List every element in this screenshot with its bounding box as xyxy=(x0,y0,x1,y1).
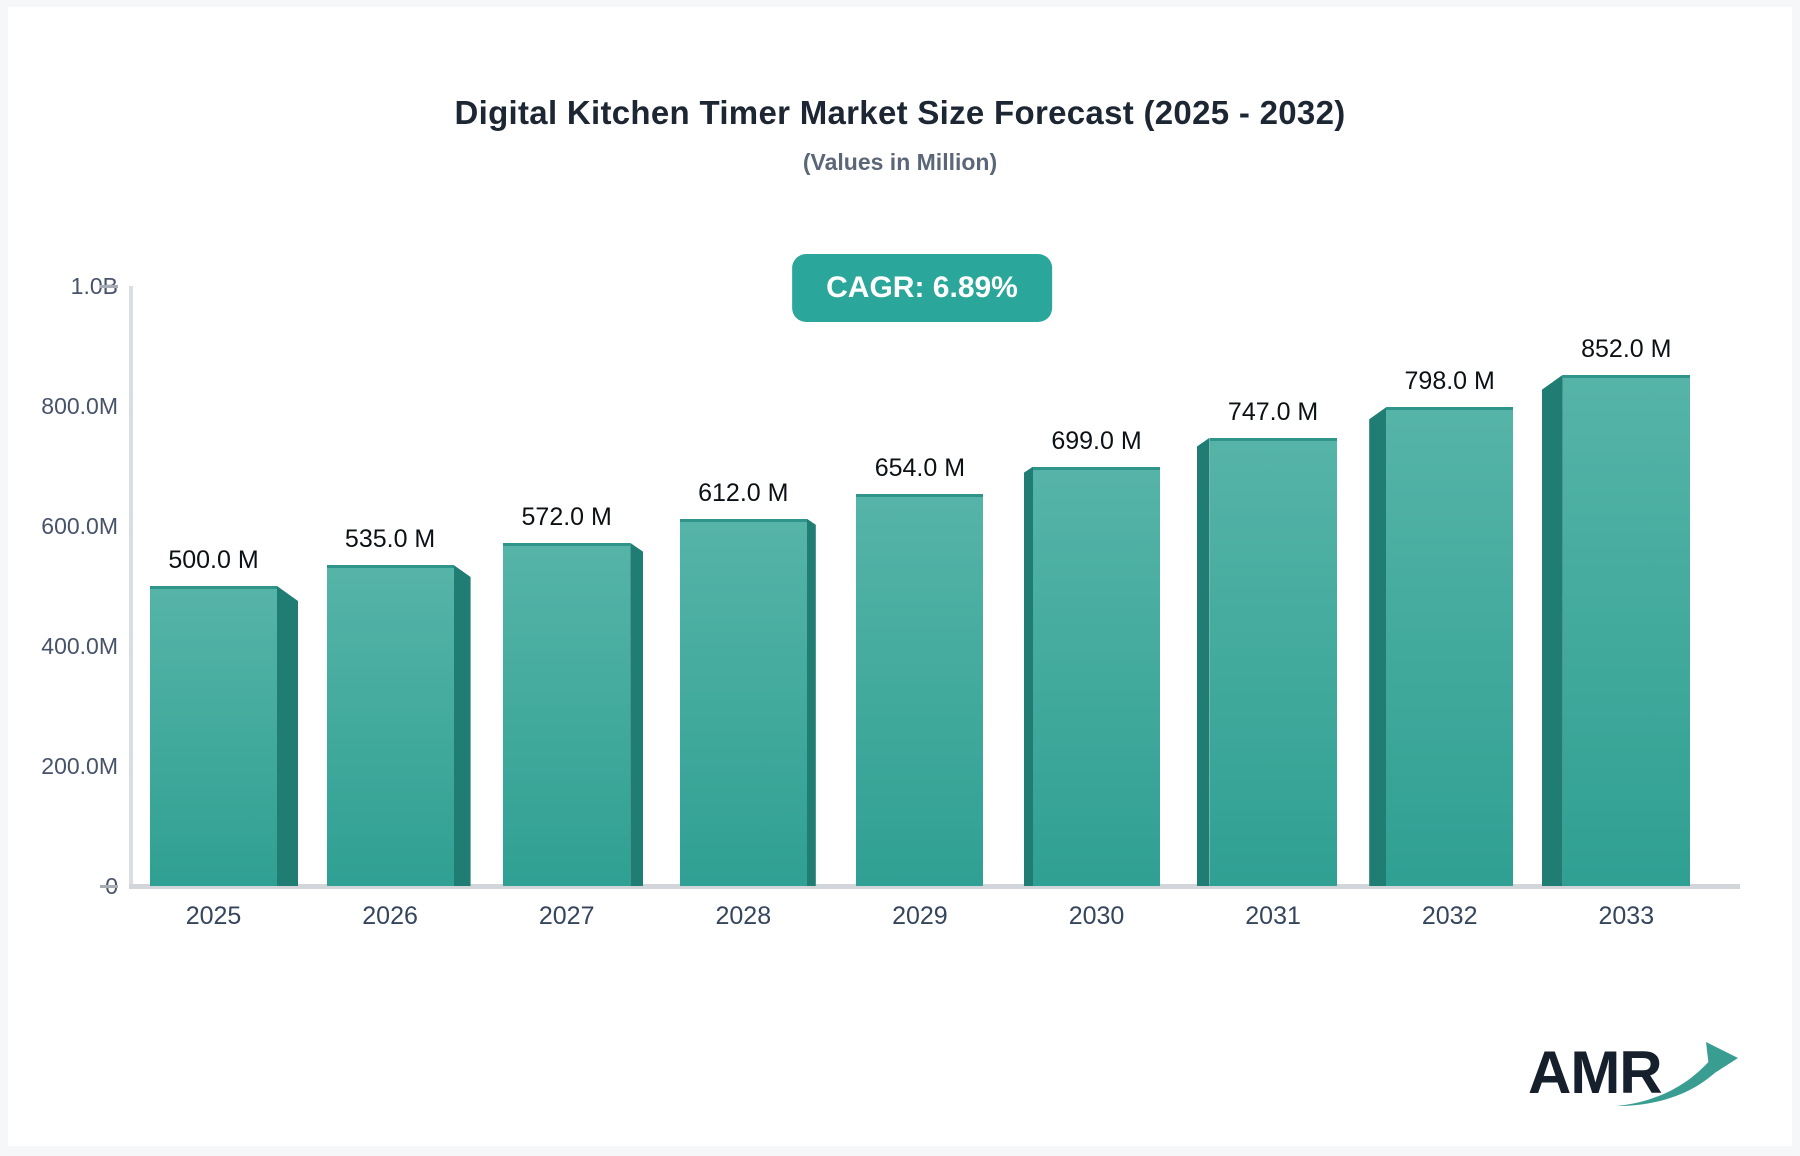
page-margin-top xyxy=(0,0,1800,7)
page-margin-left xyxy=(0,0,8,1156)
bar-side-face xyxy=(453,565,471,886)
bar-side-face xyxy=(1369,407,1387,886)
bar xyxy=(1386,407,1514,886)
x-axis-label: 2028 xyxy=(715,902,772,930)
bar-side-face xyxy=(630,542,644,886)
amr-logo-text: AMR xyxy=(1528,1039,1663,1106)
y-axis-line xyxy=(129,286,133,887)
chart-subtitle: (Values in Million) xyxy=(802,149,998,175)
x-axis-label: 2027 xyxy=(538,902,595,930)
y-axis-tick xyxy=(100,885,118,888)
bar-side-face xyxy=(1024,466,1033,886)
x-axis-label: 2033 xyxy=(1598,902,1655,930)
bar xyxy=(679,518,807,886)
page-margin-bottom xyxy=(0,1146,1800,1156)
y-axis-label: 200.0M xyxy=(41,753,118,779)
chart-title: Digital Kitchen Timer Market Size Foreca… xyxy=(454,94,1346,131)
bar-side-face xyxy=(1541,374,1563,886)
bar-side-face xyxy=(277,586,298,886)
x-axis-label: 2025 xyxy=(185,902,242,930)
bar-value-label: 747.0 M xyxy=(1227,397,1319,426)
x-axis-label: 2030 xyxy=(1068,902,1125,930)
y-axis-label: 800.0M xyxy=(41,393,118,419)
x-axis-label: 2029 xyxy=(892,902,948,930)
x-axis-label: 2032 xyxy=(1421,902,1478,930)
bar-value-label: 654.0 M xyxy=(874,453,966,482)
y-axis-label: 400.0M xyxy=(41,633,118,659)
bar-value-label: 798.0 M xyxy=(1404,367,1495,396)
bar-value-label: 500.0 M xyxy=(168,546,259,574)
x-axis-label: 2031 xyxy=(1245,902,1301,930)
bar xyxy=(326,565,454,886)
bar-value-label: 572.0 M xyxy=(521,502,612,531)
bar-value-label: 612.0 M xyxy=(698,478,789,507)
bar-side-face xyxy=(1196,437,1210,886)
bar xyxy=(1033,466,1160,886)
cagr-badge: CAGR: 6.89% xyxy=(792,254,1052,322)
bar-value-label: 699.0 M xyxy=(1051,426,1142,455)
bar xyxy=(1209,437,1337,886)
bar xyxy=(1562,374,1690,886)
bar xyxy=(856,493,984,886)
bar-value-label: 535.0 M xyxy=(344,525,436,553)
bar-side-face xyxy=(806,518,816,886)
amr-logo: AMR xyxy=(1528,1038,1768,1123)
y-axis-tick xyxy=(100,285,118,288)
x-axis-baseline xyxy=(129,884,1740,889)
growth-arrow-icon xyxy=(1616,1042,1738,1106)
bar xyxy=(150,586,277,886)
bar-value-label: 852.0 M xyxy=(1581,334,1672,363)
page-margin-right xyxy=(1792,0,1800,1156)
bar xyxy=(503,542,631,886)
y-axis-label: 600.0M xyxy=(41,513,118,539)
x-axis-label: 2026 xyxy=(362,902,418,930)
